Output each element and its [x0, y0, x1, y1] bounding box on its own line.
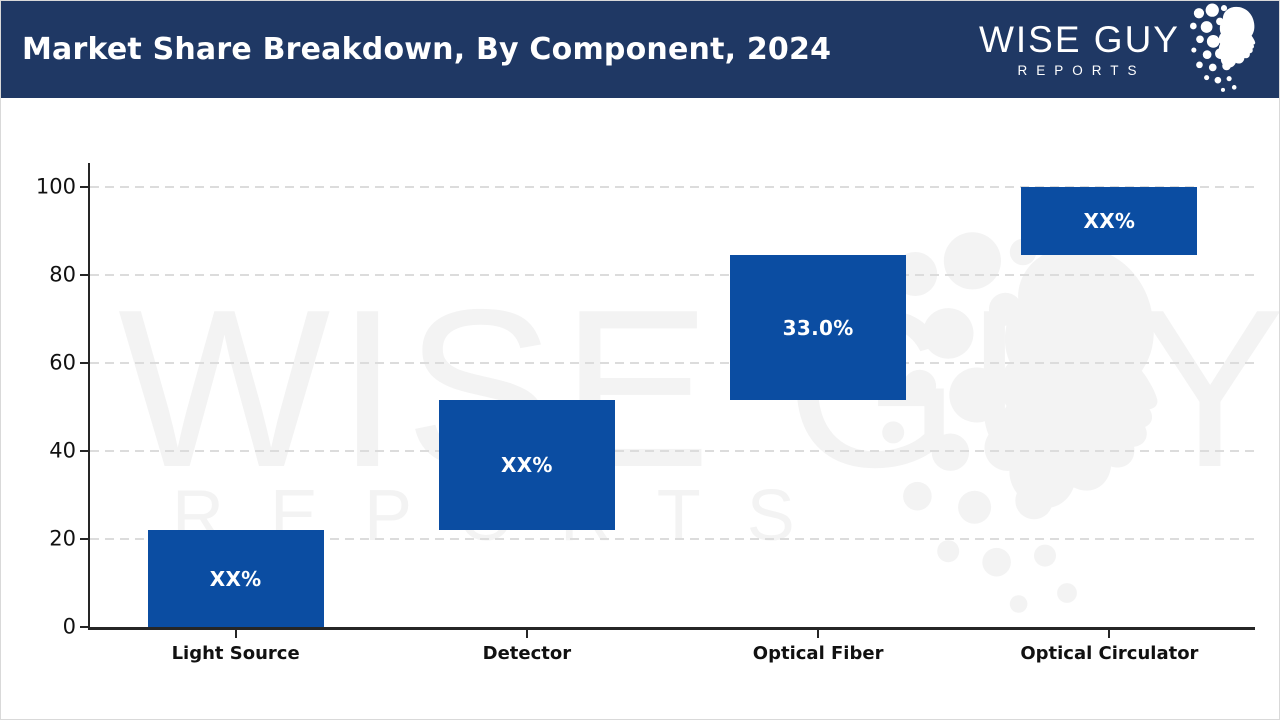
gridline-y-80: [90, 274, 1255, 276]
y-axis-tick-label: 60: [49, 350, 76, 375]
y-axis-tick-label: 100: [35, 174, 76, 199]
y-axis-tick: [80, 186, 88, 188]
y-axis-tick: [80, 626, 88, 628]
y-axis-tick-label: 0: [62, 614, 76, 639]
bar-light-source: XX%: [147, 530, 324, 627]
bar-value-label: XX%: [500, 453, 553, 478]
x-axis-category-label: Optical Circulator: [1020, 643, 1199, 664]
x-axis-category-label: Optical Fiber: [752, 643, 884, 664]
gridline-y-40: [90, 450, 1255, 452]
x-axis-category-label: Light Source: [171, 643, 300, 664]
y-axis-tick: [80, 538, 88, 540]
logo-subtitle: REPORTS: [1017, 62, 1146, 78]
y-axis-tick: [80, 274, 88, 276]
gridline-y-60: [90, 362, 1255, 364]
bar-value-label: 33.0%: [782, 315, 854, 340]
gridline-y-20: [90, 538, 1255, 540]
wise-guy-logo: WISE GUY REPORTS: [979, 3, 1280, 95]
y-axis-tick-label: 40: [49, 438, 76, 463]
y-axis-tick: [80, 450, 88, 452]
y-axis-tick: [80, 362, 88, 364]
plot-area: 0 20 40 60 80 100 XX% Light Source XX% Detector 33…: [36, 163, 1255, 664]
bar-value-label: XX%: [1083, 209, 1136, 234]
page-title: Market Share Breakdown, By Component, 20…: [22, 31, 832, 67]
logo-face-icon: [1190, 3, 1256, 92]
y-axis-tick-label: 20: [49, 526, 76, 551]
gridline-y-100: [90, 186, 1255, 188]
header-bar: Market Share Breakdown, By Component, 20…: [0, 0, 1280, 98]
y-axis-tick-label: 80: [49, 262, 76, 287]
bar-optical-circulator: XX%: [1021, 187, 1198, 256]
x-axis-category-label: Detector: [482, 643, 572, 664]
logo-wordmark: WISE GUY: [978, 18, 1180, 60]
x-axis-tick: [817, 630, 820, 638]
bar-detector: XX%: [438, 400, 615, 531]
x-axis-tick: [1108, 630, 1111, 638]
logo-text: WISE GUY REPORTS: [979, 21, 1180, 78]
x-axis-tick: [234, 630, 237, 638]
x-axis-tick: [525, 630, 528, 638]
bar-value-label: XX%: [209, 566, 262, 591]
bar-optical-fiber: 33.0%: [730, 255, 907, 401]
